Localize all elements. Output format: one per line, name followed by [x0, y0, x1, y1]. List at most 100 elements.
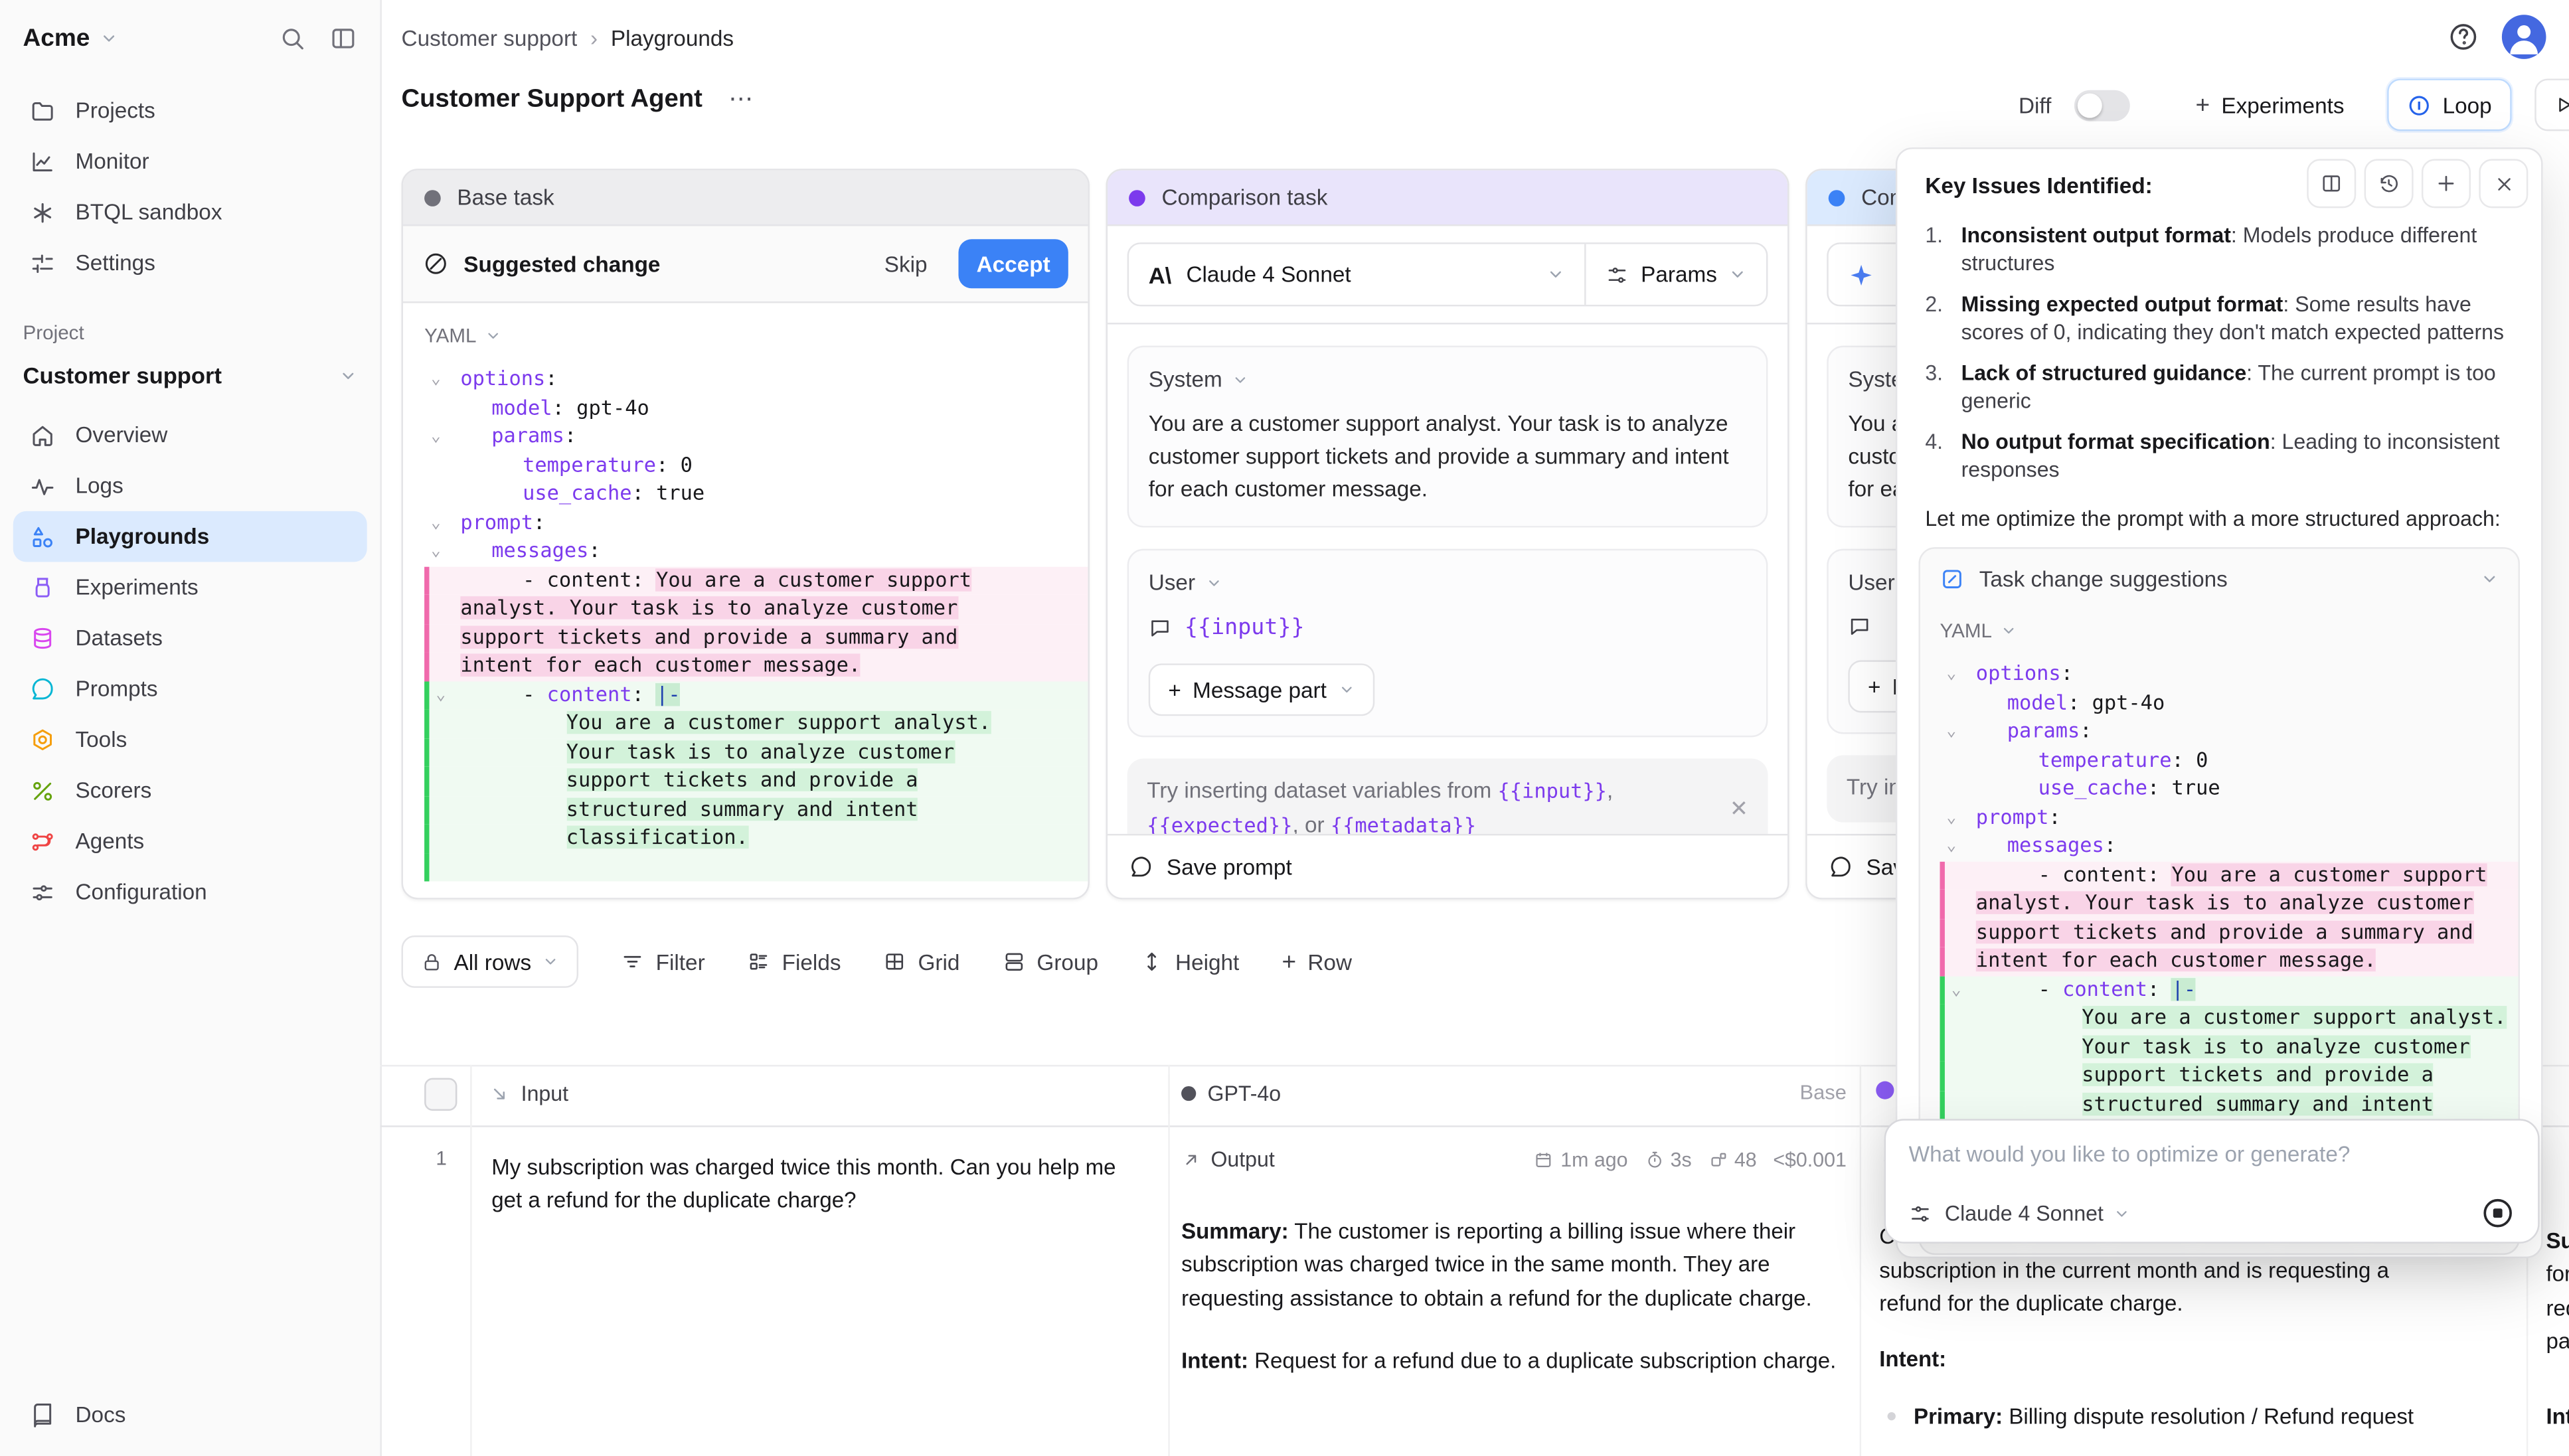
divider: [1585, 244, 1587, 305]
sidebar-item-tools[interactable]: Tools: [13, 714, 367, 765]
sidebar-global-nav: Projects Monitor BTQL sandbox Settings: [0, 76, 380, 299]
sidebar-item-logs[interactable]: Logs: [13, 460, 367, 511]
diff-toggle[interactable]: [2074, 89, 2130, 121]
page-title: Customer Support Agent: [401, 85, 703, 114]
sidebar-item-prompts[interactable]: Prompts: [13, 663, 367, 714]
base-task-editor[interactable]: YAML ⌄ options: model: gpt-4o ⌄ params: tempe…: [403, 303, 1088, 882]
sidebar-item-scorers[interactable]: Scorers: [13, 765, 367, 815]
save-prompt-button[interactable]: Save prompt: [1108, 833, 1788, 898]
base-task-card: Base task Suggested change Skip Accept Y…: [401, 169, 1090, 900]
row-height-icon: [1141, 950, 1164, 973]
org-name[interactable]: Acme: [23, 23, 90, 52]
breadcrumb-separator: ›: [590, 26, 598, 51]
comparison-output-intent-label[interactable]: Intent:: [1879, 1346, 1947, 1372]
sidebar-item-experiments[interactable]: Experiments: [13, 562, 367, 612]
comparison-output-line[interactable]: subscription in the current month and is…: [1879, 1258, 2389, 1283]
row-filter-button[interactable]: All rows: [401, 935, 579, 988]
tokens-icon: [1708, 1149, 1728, 1169]
sidebar-item-label: Monitor: [75, 149, 149, 174]
yaml-diff-code[interactable]: ⌄ options: model: gpt-4o ⌄ params: temperatur…: [424, 365, 1088, 882]
comparison-output-line[interactable]: refund for the duplicate charge.: [1879, 1291, 2183, 1316]
task-change-suggestions-header[interactable]: Task change suggestions: [1920, 549, 2519, 609]
sidebar-item-label: BTQL sandbox: [75, 200, 222, 225]
column-header-comparison[interactable]: [1876, 1081, 1894, 1099]
user-input-variable[interactable]: {{input}}: [1185, 614, 1305, 641]
project-switcher[interactable]: Customer support: [0, 351, 380, 400]
org-switcher[interactable]: Acme: [0, 0, 380, 76]
model-sliders-icon: [1909, 1202, 1932, 1225]
close-icon[interactable]: ✕: [1729, 795, 1748, 821]
avatar[interactable]: [2501, 15, 2546, 59]
grid-button[interactable]: Grid: [884, 949, 959, 974]
add-message-part-button[interactable]: + Message part: [1148, 663, 1374, 716]
user-message-card[interactable]: User {{input}} + Message part: [1127, 548, 1768, 738]
system-role-selector[interactable]: System: [1149, 367, 1747, 392]
stop-generation-icon[interactable]: [2481, 1196, 2515, 1230]
sidebar-item-playgrounds[interactable]: Playgrounds: [13, 511, 367, 562]
sidebar-toggle-icon[interactable]: [329, 24, 357, 52]
lock-icon: [421, 951, 442, 972]
user-role-label: User: [1148, 570, 1196, 595]
history-icon[interactable]: [2364, 159, 2414, 208]
sidebar-item-settings[interactable]: Settings: [13, 238, 367, 288]
chat-model-selector[interactable]: Claude 4 Sonnet: [1945, 1201, 2129, 1226]
sidebar-item-label: Datasets: [75, 625, 163, 651]
run-button[interactable]: Run: [2534, 78, 2569, 131]
comparison-output-bullet[interactable]: Primary: Billing dispute resolution / Re…: [1914, 1404, 2414, 1429]
input-cell[interactable]: My subscription was charged twice this m…: [491, 1155, 1116, 1213]
user-role-selector[interactable]: User: [1848, 570, 2446, 595]
accept-button[interactable]: Accept: [958, 239, 1068, 289]
group-label: Group: [1036, 949, 1099, 974]
column-header-gpt4o[interactable]: GPT-4o: [1181, 1082, 1281, 1106]
height-button[interactable]: Height: [1141, 949, 1239, 974]
home-icon: [29, 422, 55, 447]
more-options-icon[interactable]: ⋯: [728, 85, 755, 114]
user-role-selector[interactable]: User: [1149, 570, 1747, 595]
sidebar-item-overview[interactable]: Overview: [13, 410, 367, 460]
system-message-card[interactable]: System You are a customer support analys…: [1127, 345, 1768, 528]
column-label: GPT-4o: [1207, 1081, 1282, 1106]
add-row-button[interactable]: + Row: [1282, 947, 1352, 975]
sidebar-item-btql-sandbox[interactable]: BTQL sandbox: [13, 187, 367, 237]
sidebar-item-agents[interactable]: Agents: [13, 816, 367, 866]
sidebar-item-docs[interactable]: Docs: [13, 1389, 367, 1439]
help-icon[interactable]: [2447, 21, 2479, 52]
system-message-text[interactable]: You are a customer support analyst. Your…: [1148, 411, 1729, 502]
row-filter-label: All rows: [454, 949, 532, 974]
breadcrumb: Customer support › Playgrounds: [402, 26, 734, 50]
select-all-checkbox[interactable]: [424, 1078, 457, 1111]
sidebar-item-datasets[interactable]: Datasets: [13, 613, 367, 663]
sidebar-item-monitor[interactable]: Monitor: [13, 136, 367, 187]
new-chat-icon[interactable]: [2421, 159, 2471, 208]
fields-button[interactable]: Fields: [748, 949, 841, 974]
sidebar-item-projects[interactable]: Projects: [13, 85, 367, 135]
search-icon[interactable]: [278, 24, 306, 52]
skip-button[interactable]: Skip: [884, 251, 928, 276]
output-label[interactable]: Output: [1210, 1147, 1275, 1172]
close-icon[interactable]: [2479, 159, 2528, 208]
group-button[interactable]: Group: [1003, 949, 1098, 974]
breadcrumb-current[interactable]: Playgrounds: [610, 26, 734, 51]
params-sliders-icon: [1606, 263, 1629, 286]
base-task-header: Base task: [403, 170, 1088, 226]
language-selector[interactable]: YAML: [1940, 619, 2519, 642]
filter-button[interactable]: Filter: [622, 949, 705, 974]
divider: [2526, 1064, 2528, 1456]
model-selector[interactable]: [1829, 262, 2402, 287]
asterisk-icon: [29, 199, 55, 225]
model-selector[interactable]: A\ Claude 4 Sonnet: [1129, 262, 1585, 287]
language-selector[interactable]: YAML: [424, 325, 1088, 347]
group-icon: [1003, 950, 1026, 973]
gpt4o-output-cell[interactable]: Summary: The customer is reporting a bil…: [1181, 1218, 1837, 1374]
panel-columns-icon[interactable]: [2307, 159, 2357, 208]
add-experiments-button[interactable]: + Experiments: [2175, 78, 2364, 131]
yaml-diff-code[interactable]: ⌄ options: model: gpt-4o ⌄ params: temperatur…: [1940, 660, 2519, 1176]
loop-button[interactable]: Loop: [2386, 78, 2512, 131]
sidebar-item-configuration[interactable]: Configuration: [13, 866, 367, 917]
chat-input[interactable]: [1908, 1141, 2515, 1167]
assistant-outro: Let me optimize the prompt with a more s…: [1925, 506, 2501, 531]
duration: 3s: [1644, 1147, 1692, 1171]
breadcrumb-parent[interactable]: Customer support: [401, 26, 578, 51]
column-header-input[interactable]: Input: [490, 1082, 568, 1106]
params-button[interactable]: Params: [1587, 262, 1766, 287]
